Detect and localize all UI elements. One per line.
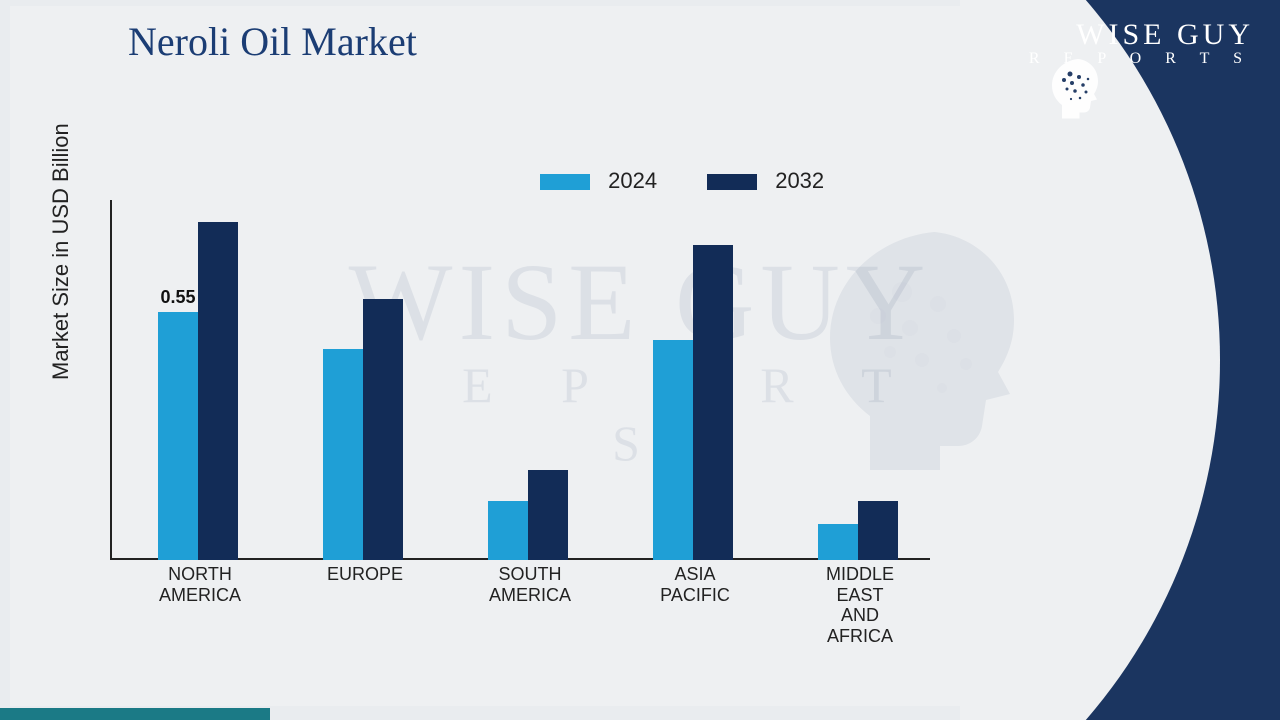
bar-ap-2024 <box>653 340 693 560</box>
y-axis-label: Market Size in USD Billion <box>48 123 74 380</box>
bar-eu-2024 <box>323 349 363 560</box>
brand-line1: WISE GUY <box>1029 18 1254 52</box>
legend-item-2024: 2024 <box>540 168 657 194</box>
bar-mea-2024 <box>818 524 858 560</box>
y-axis-line <box>110 200 112 560</box>
x-label-eu: EUROPE <box>305 564 425 585</box>
legend-swatch-2032 <box>707 174 757 190</box>
bar-na-2032 <box>198 222 238 560</box>
brand-head-icon <box>1042 56 1102 126</box>
x-label-na: NORTHAMERICA <box>140 564 260 605</box>
legend: 2024 2032 <box>540 168 824 194</box>
bar-eu-2032 <box>363 299 403 560</box>
bottom-accent-strip <box>0 708 270 720</box>
value-label-na-a: 0.55 <box>160 287 195 308</box>
legend-swatch-2024 <box>540 174 590 190</box>
stage: WISE GUY R E P O R T S WISE GUY R E P O … <box>0 0 1280 720</box>
legend-label-2032: 2032 <box>775 168 824 193</box>
legend-label-2024: 2024 <box>608 168 657 193</box>
x-label-ap: ASIAPACIFIC <box>635 564 755 605</box>
legend-item-2032: 2032 <box>707 168 824 194</box>
bar-sa-2024 <box>488 501 528 560</box>
chart-area: 0.55 <box>110 200 930 560</box>
x-label-sa: SOUTHAMERICA <box>470 564 590 605</box>
bar-na-2024 <box>158 312 198 560</box>
bar-ap-2032 <box>693 245 733 560</box>
chart-title: Neroli Oil Market <box>128 18 417 65</box>
bar-sa-2032 <box>528 470 568 560</box>
bar-mea-2032 <box>858 501 898 560</box>
x-label-mea: MIDDLEEASTANDAFRICA <box>800 564 920 647</box>
